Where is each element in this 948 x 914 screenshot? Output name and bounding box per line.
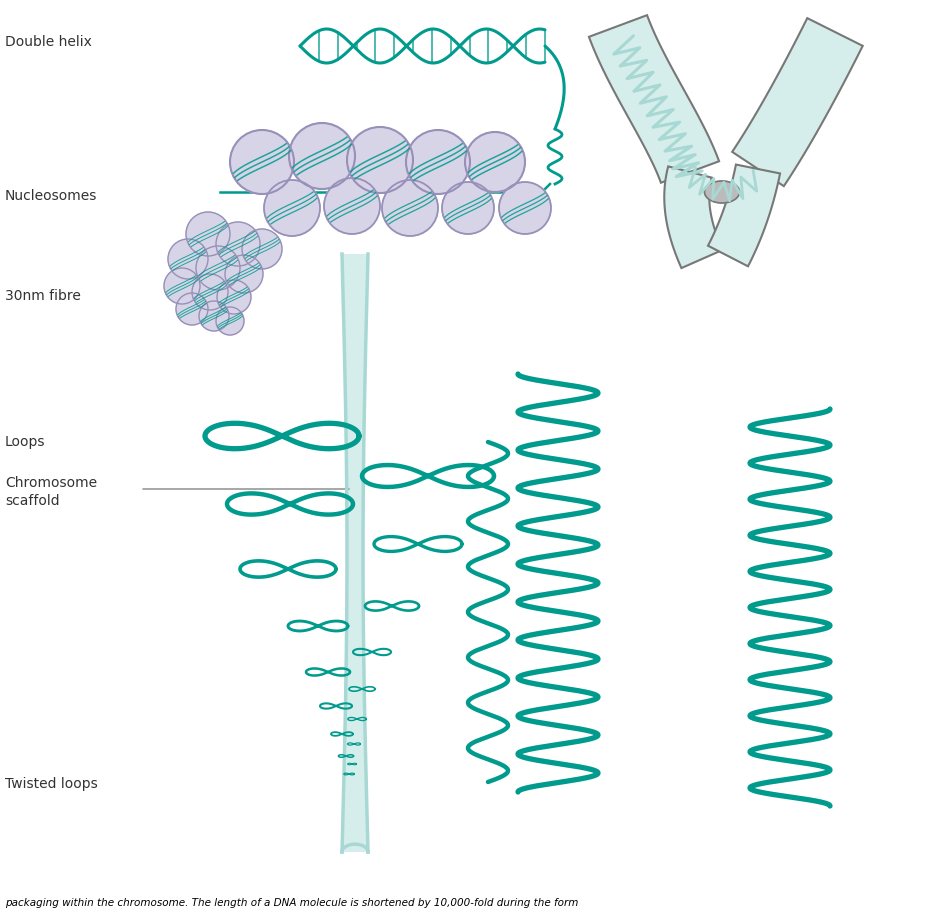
Circle shape [196, 246, 240, 290]
Circle shape [225, 255, 263, 293]
Text: Loops: Loops [5, 435, 46, 449]
Circle shape [164, 268, 200, 304]
Text: Chromosome
scaffold: Chromosome scaffold [5, 476, 97, 507]
Circle shape [216, 307, 244, 335]
Circle shape [168, 239, 208, 279]
Circle shape [199, 301, 229, 331]
Text: Twisted loops: Twisted loops [5, 777, 98, 791]
Circle shape [264, 180, 320, 236]
Text: Double helix: Double helix [5, 35, 92, 49]
Circle shape [192, 274, 228, 310]
Polygon shape [708, 165, 780, 266]
Circle shape [465, 132, 525, 192]
Circle shape [217, 280, 251, 314]
Polygon shape [665, 166, 722, 268]
Circle shape [382, 180, 438, 236]
Circle shape [324, 178, 380, 234]
Circle shape [242, 229, 282, 269]
Circle shape [230, 130, 294, 194]
Circle shape [406, 130, 470, 194]
Text: 30nm fibre: 30nm fibre [5, 289, 81, 303]
Polygon shape [732, 18, 863, 186]
Circle shape [499, 182, 551, 234]
Circle shape [216, 222, 260, 266]
Circle shape [347, 127, 413, 193]
Ellipse shape [704, 181, 739, 203]
Polygon shape [589, 16, 720, 183]
Circle shape [442, 182, 494, 234]
Text: Nucleosomes: Nucleosomes [5, 189, 98, 203]
Circle shape [176, 293, 208, 325]
Circle shape [289, 123, 355, 189]
Circle shape [186, 212, 230, 256]
Polygon shape [342, 254, 368, 852]
Text: packaging within the chromosome. The length of a DNA molecule is shortened by 10: packaging within the chromosome. The len… [5, 898, 578, 908]
